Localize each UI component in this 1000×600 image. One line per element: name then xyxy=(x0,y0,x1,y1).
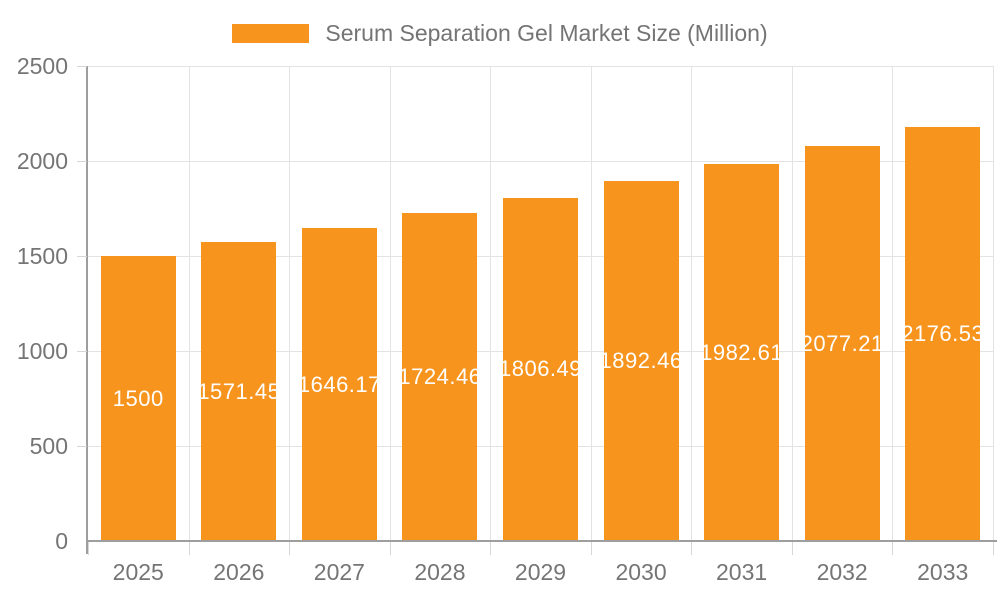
bar-value-label: 1500 xyxy=(112,385,164,411)
bar-value-label: 1646.17 xyxy=(301,371,377,397)
y-tick-label: 2000 xyxy=(16,148,68,174)
y-axis-tick xyxy=(77,256,87,257)
y-axis-tick xyxy=(77,161,87,162)
grid-line-vertical xyxy=(993,66,994,541)
grid-line-vertical xyxy=(188,66,190,541)
legend-item[interactable]: Serum Separation Gel Market Size (Millio… xyxy=(232,20,768,47)
grid-line-vertical xyxy=(791,66,793,541)
x-tick-label: 2031 xyxy=(716,559,768,585)
bar[interactable]: 1646.17 xyxy=(301,228,377,541)
bar-value-label: 1724.46 xyxy=(402,364,478,390)
x-axis-tick xyxy=(289,542,291,555)
bar[interactable]: 1982.61 xyxy=(704,164,780,541)
grid-line-vertical xyxy=(389,66,391,541)
x-axis-tick xyxy=(993,542,994,555)
x-tick-label: 2033 xyxy=(917,559,969,585)
bar-value-label: 1982.61 xyxy=(704,339,780,365)
bar[interactable]: 2077.21 xyxy=(804,146,880,541)
legend-label: Serum Separation Gel Market Size (Millio… xyxy=(325,20,768,46)
plot-area: 1500 1571.45 1646.17 1724.46 1806.49 1892.46 1… xyxy=(88,66,994,541)
x-tick-label: 2027 xyxy=(313,559,365,585)
bar-value-label: 1571.45 xyxy=(201,378,277,404)
y-axis-tick xyxy=(77,351,87,352)
x-axis-tick xyxy=(590,542,592,555)
y-tick-label: 1000 xyxy=(16,338,68,364)
legend-swatch-icon xyxy=(232,24,310,43)
grid-line-vertical xyxy=(490,66,492,541)
legend: Serum Separation Gel Market Size (Millio… xyxy=(0,20,1000,47)
x-axis-tick xyxy=(389,542,391,555)
grid-line-vertical xyxy=(691,66,693,541)
y-tick-label: 0 xyxy=(55,528,68,554)
y-axis-tick xyxy=(77,446,87,447)
x-axis-tick xyxy=(791,542,793,555)
x-tick-label: 2026 xyxy=(213,559,265,585)
x-axis-tick xyxy=(88,542,89,555)
y-axis-line xyxy=(86,66,88,554)
x-tick-label: 2029 xyxy=(514,559,567,585)
x-tick-label: 2028 xyxy=(414,559,466,585)
bar[interactable]: 1806.49 xyxy=(503,197,578,541)
x-axis-tick xyxy=(188,542,190,555)
y-tick-label: 2500 xyxy=(16,53,68,79)
grid-line-horizontal xyxy=(88,161,993,162)
x-tick-label: 2032 xyxy=(816,559,868,585)
y-axis-tick xyxy=(77,66,87,67)
grid-line-horizontal xyxy=(88,66,993,67)
x-axis-line xyxy=(86,540,997,542)
bar[interactable]: 1571.45 xyxy=(201,242,277,541)
bar-value-label: 1892.46 xyxy=(603,348,679,374)
bar[interactable]: 1892.46 xyxy=(603,181,679,541)
bar-value-label: 1806.49 xyxy=(503,356,578,382)
grid-line-vertical xyxy=(289,66,291,541)
x-axis-tick xyxy=(490,542,492,555)
y-tick-label: 500 xyxy=(29,433,68,459)
bar-value-label: 2176.53 xyxy=(905,321,981,347)
bar[interactable]: 2176.53 xyxy=(905,127,981,541)
x-axis-tick xyxy=(892,542,894,555)
grid-line-vertical xyxy=(892,66,894,541)
bar[interactable]: 1724.46 xyxy=(402,213,478,541)
x-axis-tick xyxy=(691,542,693,555)
x-tick-label: 2025 xyxy=(112,559,164,585)
x-tick-label: 2030 xyxy=(615,559,667,585)
bar-value-label: 2077.21 xyxy=(804,330,880,356)
bar[interactable]: 1500 xyxy=(100,256,176,541)
grid-line-vertical xyxy=(590,66,592,541)
y-tick-label: 1500 xyxy=(16,243,68,269)
